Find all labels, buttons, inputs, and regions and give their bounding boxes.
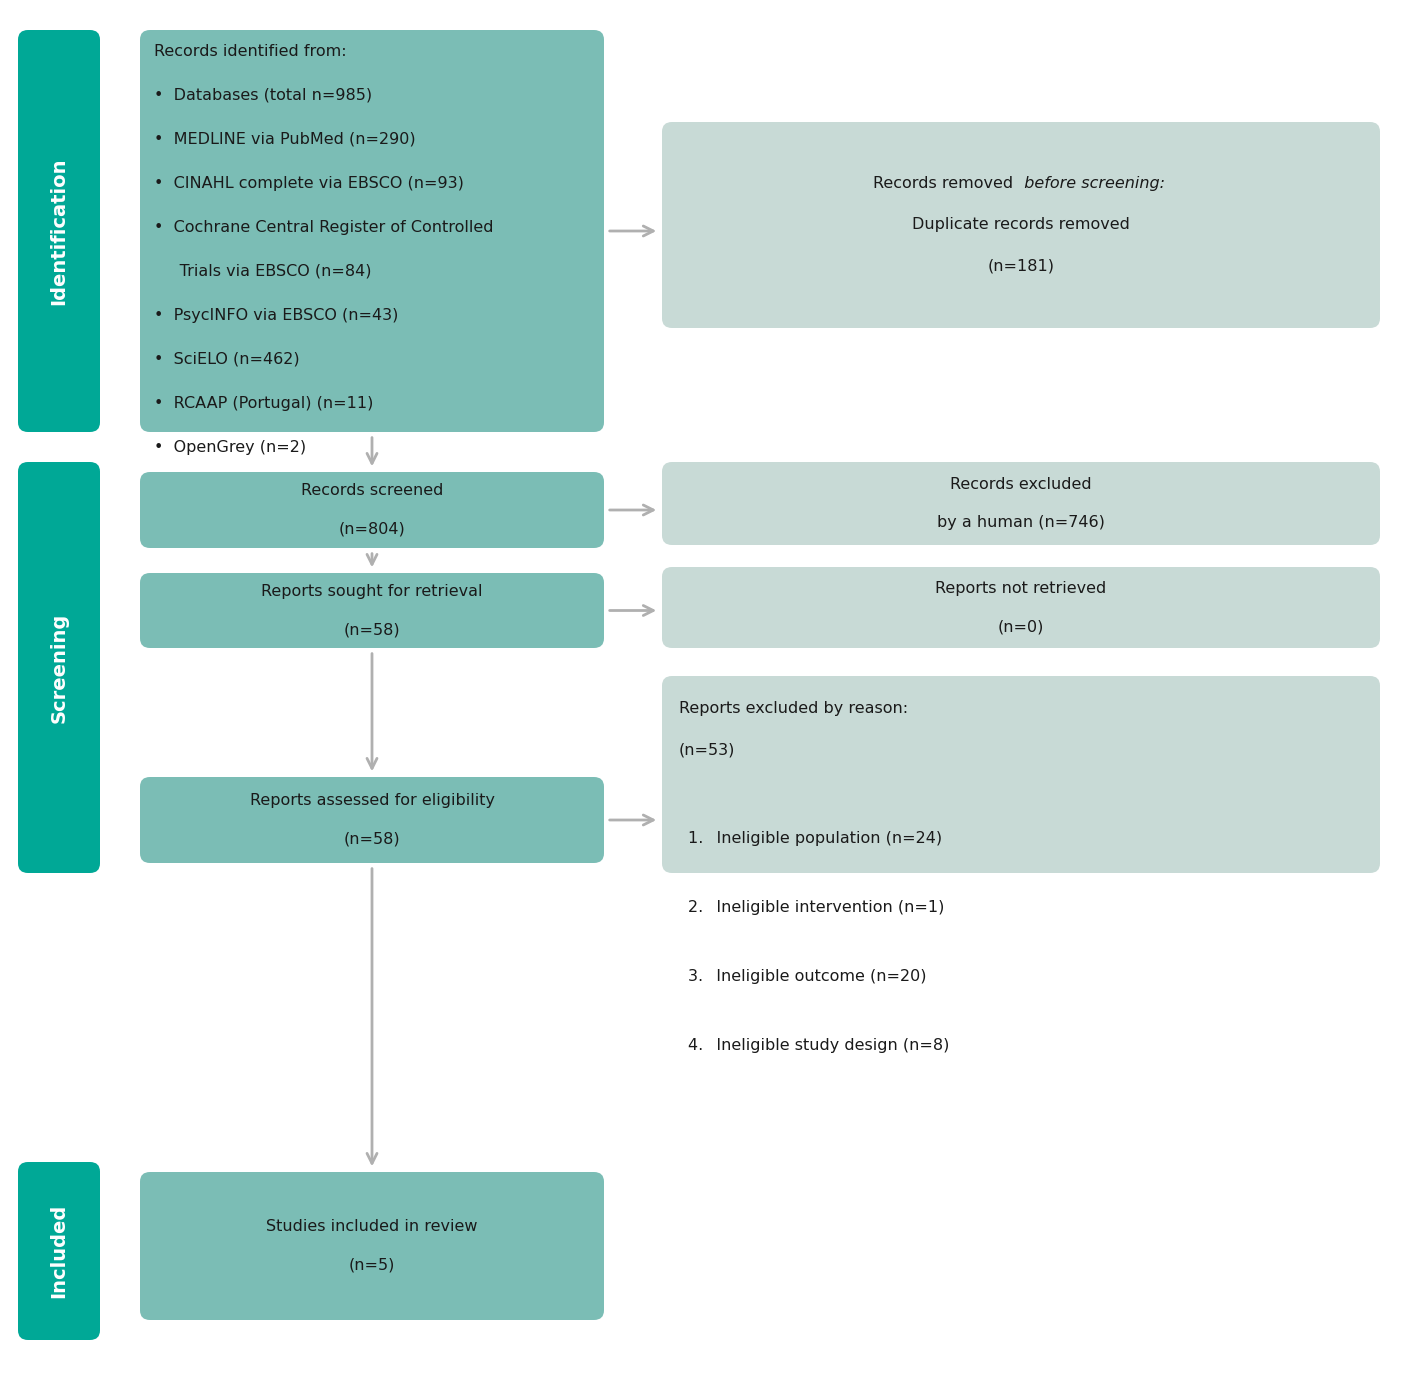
Text: (n=58): (n=58)	[344, 831, 401, 846]
Text: 2.  Ineligible intervention (n=1): 2. Ineligible intervention (n=1)	[687, 900, 944, 915]
FancyBboxPatch shape	[662, 567, 1380, 648]
Text: by a human (n=746): by a human (n=746)	[937, 515, 1105, 530]
Text: Reports assessed for eligibility: Reports assessed for eligibility	[250, 793, 495, 808]
Text: •  SciELO (n=462): • SciELO (n=462)	[154, 352, 299, 367]
Text: •  PsycINFO via EBSCO (n=43): • PsycINFO via EBSCO (n=43)	[154, 308, 399, 323]
Text: Duplicate records removed: Duplicate records removed	[913, 217, 1129, 233]
Text: •  RCAAP (Portugal) (n=11): • RCAAP (Portugal) (n=11)	[154, 396, 374, 411]
Text: Reports excluded by reason:: Reports excluded by reason:	[679, 700, 908, 716]
FancyBboxPatch shape	[140, 777, 605, 863]
Text: (n=58): (n=58)	[344, 622, 401, 637]
Text: Studies included in review: Studies included in review	[267, 1219, 478, 1234]
Text: (n=181): (n=181)	[987, 259, 1054, 274]
Text: Records identified from:: Records identified from:	[154, 44, 347, 59]
Text: Included: Included	[50, 1204, 68, 1298]
FancyBboxPatch shape	[662, 462, 1380, 545]
FancyBboxPatch shape	[19, 1161, 100, 1340]
Text: (n=0): (n=0)	[998, 619, 1044, 634]
FancyBboxPatch shape	[140, 472, 605, 548]
FancyBboxPatch shape	[140, 30, 605, 432]
Text: Records removed: Records removed	[873, 176, 1021, 191]
Text: •  MEDLINE via PubMed (n=290): • MEDLINE via PubMed (n=290)	[154, 132, 416, 147]
Text: Records excluded: Records excluded	[950, 476, 1092, 491]
Text: (n=53): (n=53)	[679, 742, 736, 757]
Text: Reports not retrieved: Reports not retrieved	[935, 581, 1107, 596]
Text: •  Databases (total n=985): • Databases (total n=985)	[154, 88, 372, 103]
Text: before screening:: before screening:	[1021, 176, 1165, 191]
Text: (n=5): (n=5)	[349, 1258, 395, 1273]
Text: Records screened: Records screened	[301, 483, 443, 498]
FancyBboxPatch shape	[140, 1172, 605, 1320]
FancyBboxPatch shape	[19, 462, 100, 872]
FancyBboxPatch shape	[19, 30, 100, 432]
Text: Screening: Screening	[50, 612, 68, 722]
FancyBboxPatch shape	[662, 676, 1380, 872]
Text: 3.  Ineligible outcome (n=20): 3. Ineligible outcome (n=20)	[687, 969, 925, 984]
Text: •  CINAHL complete via EBSCO (n=93): • CINAHL complete via EBSCO (n=93)	[154, 176, 463, 191]
FancyBboxPatch shape	[140, 572, 605, 648]
Text: •  Cochrane Central Register of Controlled: • Cochrane Central Register of Controlle…	[154, 220, 493, 235]
Text: Reports sought for retrieval: Reports sought for retrieval	[261, 583, 483, 599]
Text: 4.  Ineligible study design (n=8): 4. Ineligible study design (n=8)	[687, 1038, 950, 1053]
Text: 1.  Ineligible population (n=24): 1. Ineligible population (n=24)	[687, 831, 941, 846]
Text: Identification: Identification	[50, 157, 68, 304]
Text: Trials via EBSCO (n=84): Trials via EBSCO (n=84)	[154, 264, 372, 279]
FancyBboxPatch shape	[662, 122, 1380, 327]
Text: (n=804): (n=804)	[338, 522, 405, 537]
Text: •  OpenGrey (n=2): • OpenGrey (n=2)	[154, 440, 307, 455]
